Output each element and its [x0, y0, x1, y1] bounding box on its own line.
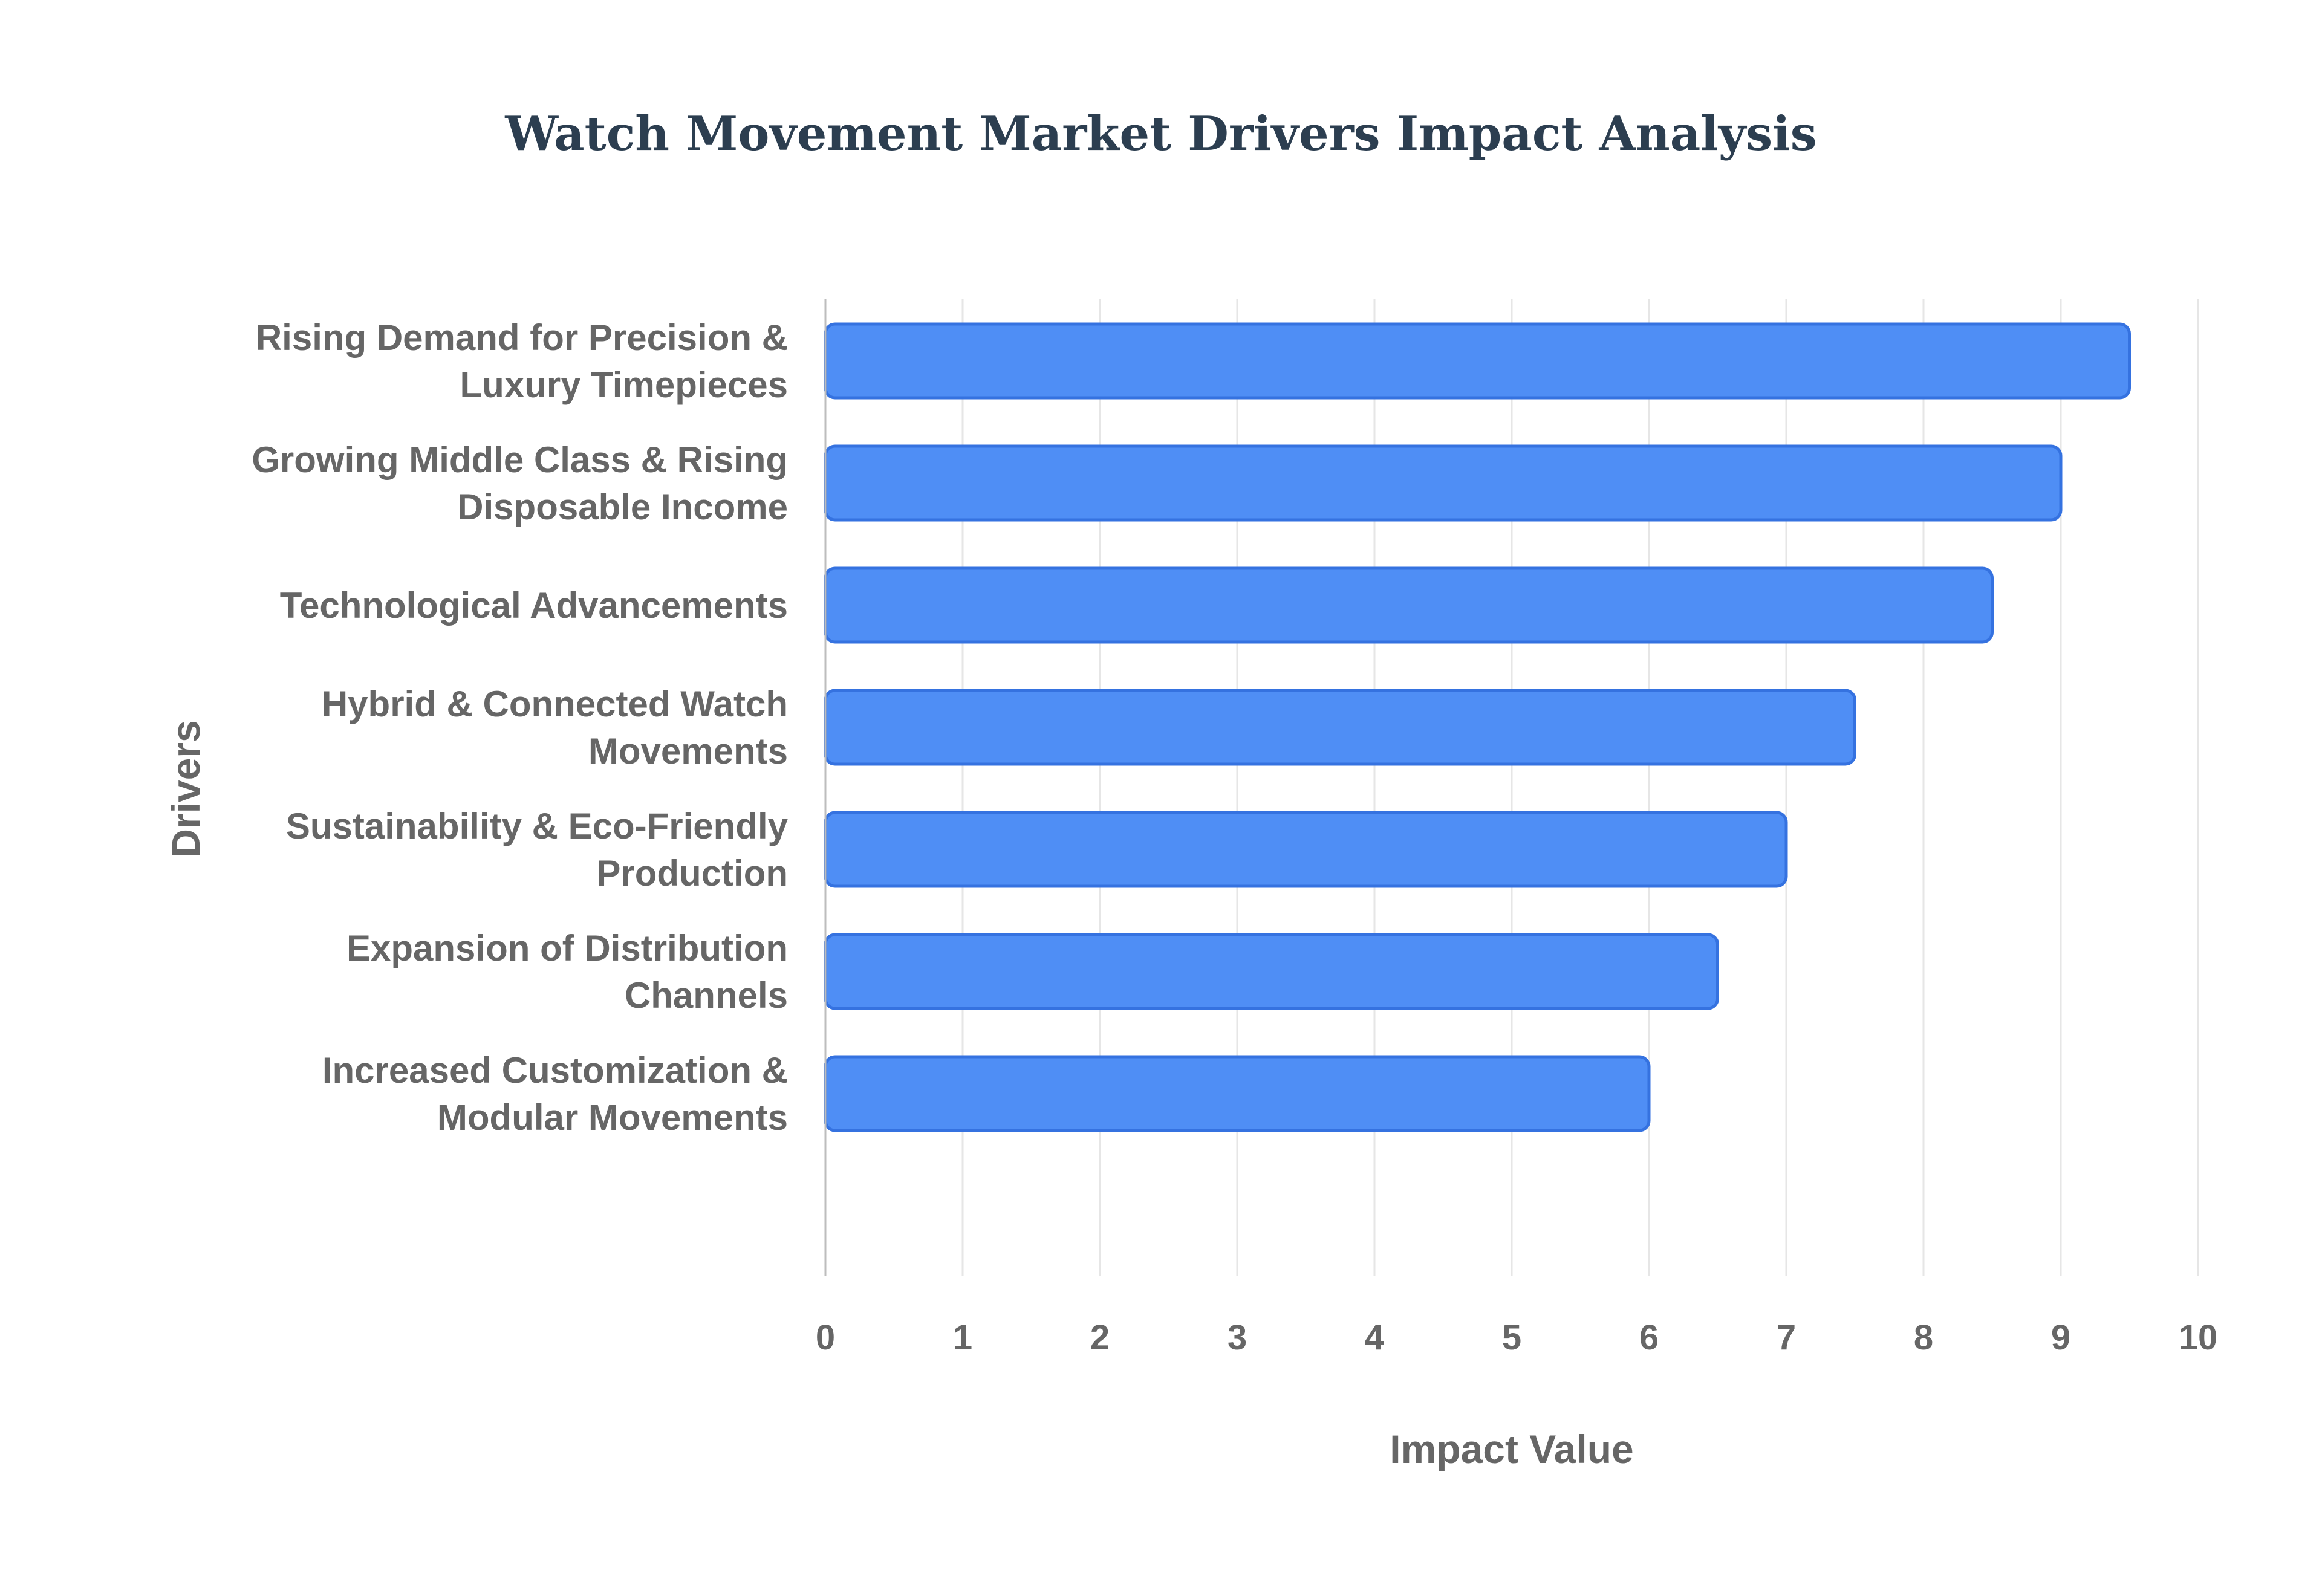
bars	[824, 322, 2131, 1132]
category-labels: Rising Demand for Precision & Luxury Time…	[252, 317, 788, 1138]
category-label: Disposable Income	[457, 487, 788, 527]
category-label: Expansion of Distribution	[346, 928, 788, 968]
x-tick-label: 3	[1228, 1318, 1247, 1357]
bar	[824, 811, 1788, 888]
bar	[824, 322, 2131, 400]
x-tick-label: 0	[816, 1318, 835, 1357]
x-tick-label: 1	[953, 1318, 972, 1357]
category-label: Luxury Timepieces	[460, 365, 788, 405]
x-tick-label: 8	[1914, 1318, 1933, 1357]
category-label: Sustainability & Eco-Friendly	[286, 806, 789, 846]
x-tick-labels: 0 1 2 3 4 5 6 7 8 9 10	[816, 1318, 2217, 1357]
chart-title: Watch Movement Market Drivers Impact Ana…	[504, 106, 1816, 161]
bar	[824, 933, 1719, 1010]
bar	[824, 689, 1856, 766]
x-tick-label: 6	[1639, 1318, 1659, 1357]
x-tick-label: 10	[2179, 1318, 2218, 1357]
x-tick-label: 5	[1502, 1318, 1521, 1357]
x-tick-label: 2	[1090, 1318, 1110, 1357]
x-tick-label: 4	[1365, 1318, 1384, 1357]
category-label: Growing Middle Class & Rising	[252, 440, 788, 480]
bar	[824, 566, 1994, 644]
x-tick-label: 7	[1777, 1318, 1796, 1357]
category-label: Increased Customization &	[322, 1050, 788, 1091]
category-label: Hybrid & Connected Watch	[322, 684, 788, 724]
y-axis-title: Drivers	[163, 720, 208, 858]
bar	[824, 444, 2063, 522]
bar	[824, 1055, 1651, 1132]
category-label: Movements	[588, 731, 788, 771]
category-label: Channels	[625, 975, 788, 1016]
category-label: Rising Demand for Precision &	[256, 317, 788, 358]
x-axis-title: Impact Value	[1390, 1427, 1634, 1471]
x-tick-label: 9	[2051, 1318, 2070, 1357]
category-label: Production	[596, 853, 788, 894]
category-label: Technological Advancements	[280, 585, 788, 626]
category-label: Modular Movements	[437, 1097, 788, 1138]
